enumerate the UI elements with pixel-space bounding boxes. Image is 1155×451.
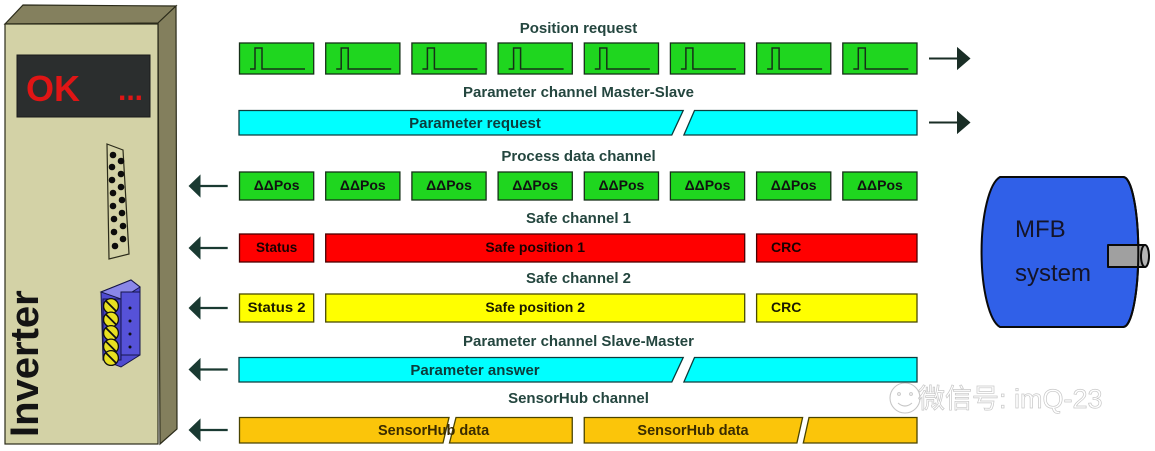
svg-text:微信号: imQ-23: 微信号: imQ-23 [918,384,1103,414]
